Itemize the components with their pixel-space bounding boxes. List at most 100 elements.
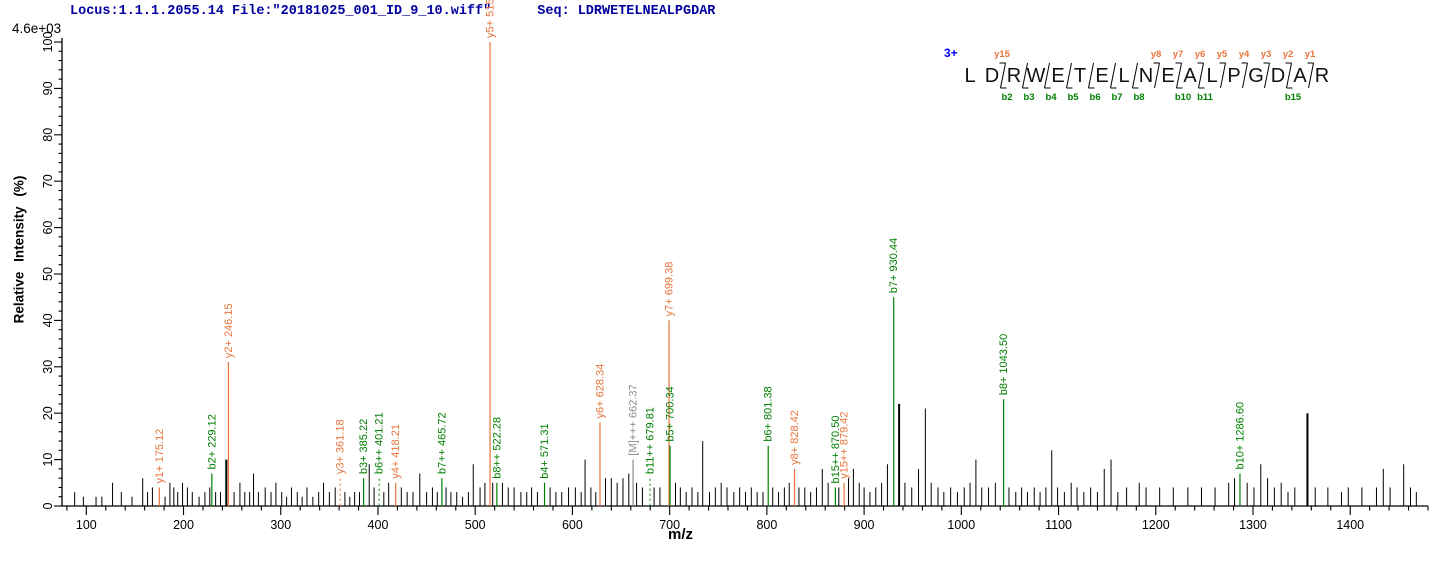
x-tick-label: 1300 bbox=[1239, 518, 1267, 532]
cleavage-mark bbox=[1000, 62, 1006, 89]
residue-letter: E bbox=[1095, 65, 1108, 87]
y-tick-label: 30 bbox=[41, 360, 55, 374]
cleavage-mark bbox=[1198, 62, 1204, 89]
y-tick-label: 100 bbox=[41, 32, 55, 53]
cleavage-mark bbox=[1220, 62, 1226, 89]
peak-label: y2+ 246.15 bbox=[223, 303, 235, 358]
cleavage-mark bbox=[1044, 62, 1050, 89]
seq-value: LDRWETELNEALPGDAR bbox=[577, 4, 716, 19]
residue-letter: D bbox=[985, 65, 999, 87]
peak-label: y4+ 418.21 bbox=[390, 424, 402, 479]
y-tick-label: 50 bbox=[41, 267, 55, 281]
residue-letter: A bbox=[1183, 65, 1197, 87]
locus-file-label: Locus:1.1.1.2055.14 File:"20181025_001_I… bbox=[70, 4, 492, 19]
peak-label: y15++ 879.42 bbox=[839, 412, 851, 479]
cleavage-mark bbox=[1264, 62, 1270, 89]
peak-label: y6+ 628.34 bbox=[594, 364, 606, 419]
x-tick-label: 200 bbox=[173, 518, 194, 532]
x-tick-label: 300 bbox=[270, 518, 291, 532]
peak-label: b11++ 679.81 bbox=[645, 407, 657, 474]
peak-label: y7+ 699.38 bbox=[664, 262, 676, 317]
peak-label: b8++ 522.28 bbox=[491, 417, 503, 479]
b-ion-label: b15 bbox=[1285, 92, 1302, 103]
b-ion-label: b5 bbox=[1067, 92, 1079, 103]
y-ion-label: y8 bbox=[1151, 49, 1162, 60]
peak-label: b6++ 401.21 bbox=[374, 412, 386, 474]
cleavage-mark bbox=[1088, 62, 1094, 89]
cleavage-mark bbox=[1308, 62, 1314, 89]
charge-state-label: 3+ bbox=[944, 46, 958, 60]
residue-letter: P bbox=[1227, 65, 1240, 87]
x-tick-label: 100 bbox=[76, 518, 97, 532]
y-tick-label: 60 bbox=[41, 221, 55, 235]
residue-letter: R bbox=[1007, 65, 1021, 87]
y-tick-label: 80 bbox=[41, 128, 55, 142]
y-tick-label: 40 bbox=[41, 313, 55, 327]
x-tick-label: 1100 bbox=[1045, 518, 1072, 532]
residue-letter: A bbox=[1293, 65, 1307, 87]
b-ion-label: b4 bbox=[1045, 92, 1057, 103]
y-ion-label: y6 bbox=[1195, 49, 1206, 60]
cleavage-mark bbox=[1066, 62, 1072, 89]
peak-label: y1+ 175.12 bbox=[154, 429, 166, 484]
y-ion-label: y7 bbox=[1173, 49, 1184, 60]
x-tick-label: 1400 bbox=[1336, 518, 1364, 532]
y-tick-label: 20 bbox=[41, 406, 55, 420]
y-ion-label: y3 bbox=[1261, 49, 1272, 60]
x-tick-label: 600 bbox=[562, 518, 583, 532]
header: Locus:1.1.1.2055.14 File:"20181025_001_I… bbox=[70, 4, 715, 19]
b-ion-label: b10 bbox=[1175, 92, 1191, 103]
x-tick-label: 400 bbox=[368, 518, 389, 532]
x-tick-label: 900 bbox=[854, 518, 875, 532]
peak-label: b2+ 229.12 bbox=[206, 414, 218, 469]
y-tick-label: 10 bbox=[41, 453, 55, 467]
peak-label: y3+ 361.18 bbox=[335, 419, 347, 474]
y-tick-label: 70 bbox=[41, 174, 55, 188]
peak-label: y8+ 828.42 bbox=[789, 410, 801, 465]
y-ion-label: y5 bbox=[1217, 49, 1228, 60]
cleavage-mark bbox=[1286, 62, 1292, 89]
residue-letter: T bbox=[1074, 65, 1086, 87]
peak-label: b3+ 385.22 bbox=[358, 419, 370, 474]
cleavage-mark bbox=[1022, 62, 1028, 89]
b-ion-label: b7 bbox=[1111, 92, 1122, 103]
seq-label: Seq: bbox=[537, 4, 570, 19]
sequence-header: Seq: LDRWETELNEALPGDAR bbox=[537, 4, 715, 19]
b-ion-label: b8 bbox=[1133, 92, 1144, 103]
x-tick-label: 500 bbox=[465, 518, 486, 532]
b-ion-label: b6 bbox=[1089, 92, 1100, 103]
residue-letter: L bbox=[1118, 65, 1129, 87]
x-tick-label: 1000 bbox=[947, 518, 975, 532]
residue-letter: D bbox=[1271, 65, 1285, 87]
residue-letter: G bbox=[1248, 65, 1264, 87]
peak-label: b4+ 571.31 bbox=[539, 423, 551, 478]
max-intensity-label: 4.6e+03 bbox=[12, 21, 62, 36]
peak-label: [M]+++ 662.37 bbox=[628, 384, 640, 455]
residue-letter: E bbox=[1051, 65, 1064, 87]
y-ion-label: y1 bbox=[1305, 49, 1316, 60]
peak-label: y5+ 515.26 bbox=[485, 0, 497, 38]
peak-label: b7+ 930.44 bbox=[888, 238, 900, 293]
residue-letter: N bbox=[1139, 65, 1153, 87]
x-axis-title: m/z bbox=[668, 526, 694, 543]
cleavage-mark bbox=[1110, 62, 1116, 89]
residue-letter: R bbox=[1315, 65, 1329, 87]
residue-letter: L bbox=[964, 65, 975, 87]
y-ion-label: y2 bbox=[1283, 49, 1294, 60]
cleavage-mark bbox=[1154, 62, 1160, 89]
peak-label: b5+ 700.34 bbox=[664, 386, 676, 441]
y-ion-label: y4 bbox=[1239, 49, 1250, 60]
cleavage-mark bbox=[1242, 62, 1248, 89]
x-tick-label: 800 bbox=[756, 518, 777, 532]
x-tick-label: 700 bbox=[659, 518, 680, 532]
y-tick-label: 90 bbox=[41, 81, 55, 95]
residue-letter: W bbox=[1027, 65, 1046, 87]
peak-label: b10+ 1286.60 bbox=[1234, 402, 1246, 470]
residue-letter: E bbox=[1161, 65, 1174, 87]
b-ion-label: b3 bbox=[1023, 92, 1034, 103]
x-tick-label: 1200 bbox=[1142, 518, 1170, 532]
peak-label: b6+ 801.38 bbox=[763, 386, 775, 441]
y-tick-label: 0 bbox=[41, 502, 55, 509]
